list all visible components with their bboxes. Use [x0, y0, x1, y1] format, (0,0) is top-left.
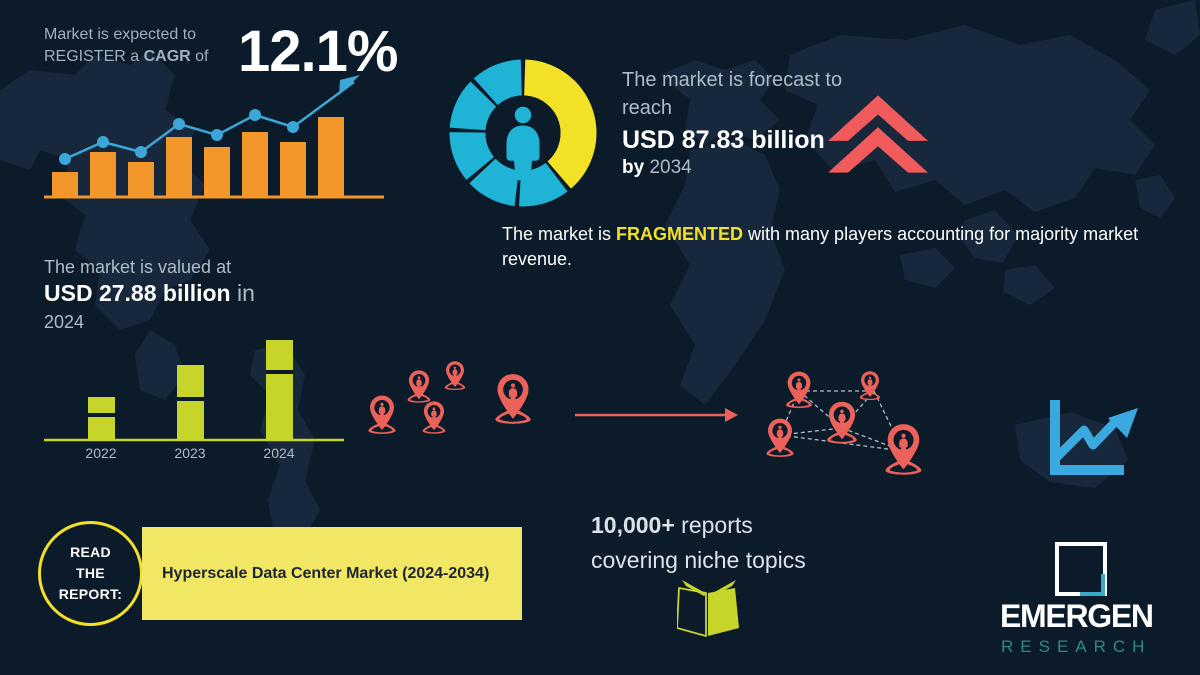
svg-text:2022: 2022 — [85, 445, 116, 461]
svg-text:2024: 2024 — [263, 445, 294, 461]
svg-text:2023: 2023 — [174, 445, 205, 461]
